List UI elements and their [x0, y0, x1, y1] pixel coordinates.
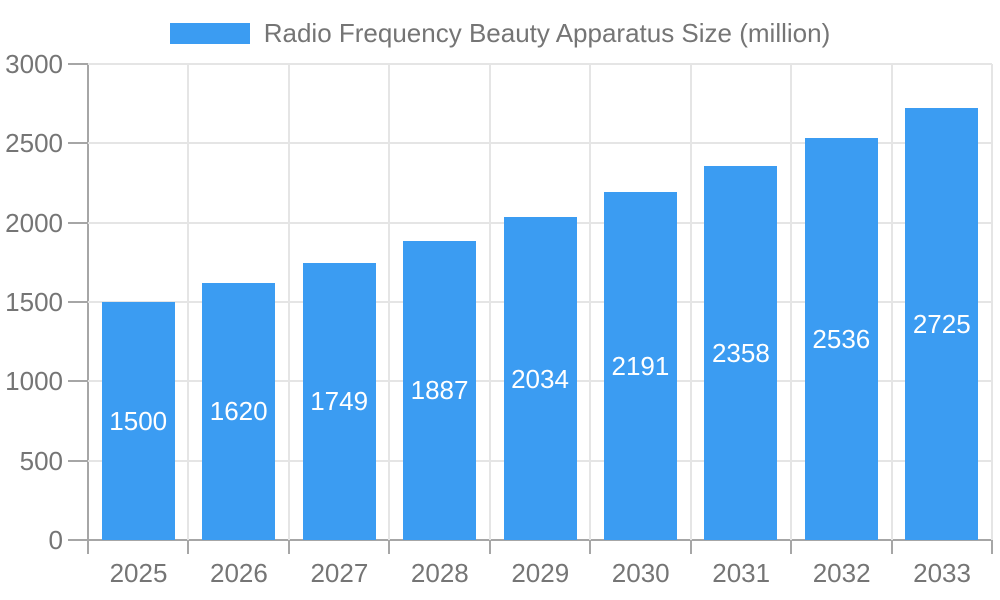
x-gridline — [187, 64, 190, 540]
bar-2025[interactable]: 1500 — [101, 302, 175, 540]
y-axis-tick — [68, 459, 88, 462]
bar-value-label: 2725 — [912, 308, 971, 339]
bar-value-label: 2034 — [511, 363, 569, 394]
x-tick-label: 2033 — [913, 558, 971, 588]
y-tick-label: 0 — [48, 525, 63, 555]
x-axis-tick — [790, 540, 793, 554]
legend-swatch-icon — [169, 22, 250, 44]
x-axis-tick — [991, 540, 993, 554]
bar-value-label: 2191 — [611, 351, 670, 382]
x-gridline — [790, 64, 793, 540]
plot-area: 1500 1620 1749 1887 2034 2191 2358 2536 2725 — [88, 63, 993, 540]
bar-value-label: 2536 — [812, 323, 871, 354]
x-tick-label: 2027 — [310, 558, 369, 588]
x-axis-tick — [187, 540, 190, 554]
x-axis-tick — [287, 540, 290, 554]
y-gridline — [88, 142, 992, 145]
bar-2032[interactable]: 2536 — [804, 137, 878, 540]
y-tick-label: 1000 — [5, 366, 63, 397]
x-gridline — [287, 64, 290, 540]
bar-2033[interactable]: 2725 — [905, 107, 979, 540]
bar-2031[interactable]: 2358 — [704, 165, 778, 540]
x-gridline — [589, 64, 592, 540]
y-axis-tick — [68, 142, 88, 145]
x-tick-label: 2030 — [611, 558, 670, 588]
y-axis-tick — [68, 221, 88, 224]
x-tick-label: 2029 — [511, 558, 570, 588]
bar-2029[interactable]: 2034 — [503, 217, 577, 540]
bar-2030[interactable]: 2191 — [603, 192, 677, 540]
y-axis-tick — [68, 380, 88, 383]
x-axis-tick — [488, 540, 491, 554]
x-axis-tick — [589, 540, 592, 554]
bar-value-label: 1749 — [310, 386, 369, 417]
y-axis-tick — [68, 301, 88, 303]
bar-2026[interactable]: 1620 — [202, 282, 276, 540]
bar-value-label: 2358 — [711, 337, 770, 368]
legend-label: Radio Frequency Beauty Apparatus Size (m… — [263, 17, 831, 48]
x-tick-label: 2026 — [210, 558, 268, 588]
y-tick-label: 2500 — [5, 128, 63, 159]
x-axis-tick — [890, 540, 893, 554]
bar-value-label: 1620 — [209, 396, 268, 427]
x-tick-label: 2032 — [812, 558, 871, 588]
x-gridline — [388, 64, 391, 540]
y-axis-tick — [68, 63, 88, 65]
x-tick-label: 2028 — [410, 558, 469, 588]
x-tick-label: 2031 — [712, 558, 771, 588]
x-axis-tick — [388, 540, 391, 554]
x-gridline — [890, 64, 893, 540]
x-axis-tick — [689, 540, 692, 554]
x-tick-label: 2025 — [109, 558, 168, 588]
x-axis-tick — [87, 540, 89, 554]
bar-value-label: 1500 — [109, 406, 168, 436]
x-gridline — [689, 64, 692, 540]
y-axis-tick — [68, 539, 88, 541]
y-tick-label: 3000 — [5, 49, 63, 79]
y-tick-label: 500 — [19, 445, 63, 476]
bar-2028[interactable]: 1887 — [403, 240, 477, 540]
y-tick-label: 1500 — [5, 287, 63, 317]
y-gridline — [88, 63, 992, 65]
x-axis-line — [88, 539, 992, 541]
y-tick-label: 2000 — [5, 207, 63, 238]
bar-value-label: 1887 — [410, 375, 469, 406]
x-gridline — [991, 64, 993, 540]
bar-2027[interactable]: 1749 — [302, 262, 376, 540]
x-gridline — [488, 64, 491, 540]
legend-item[interactable]: Radio Frequency Beauty Apparatus Size (m… — [0, 16, 1000, 50]
